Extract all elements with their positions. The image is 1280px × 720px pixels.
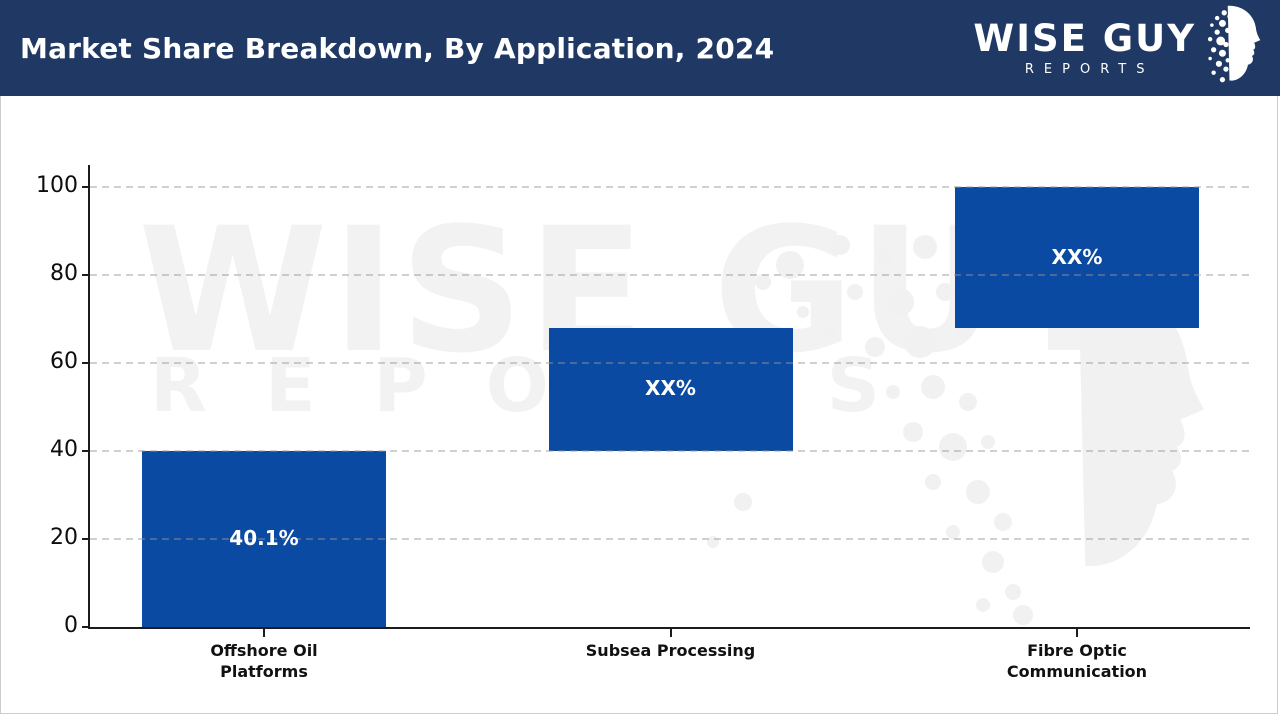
gridline xyxy=(90,450,1250,452)
x-category-label: Offshore Oil Platforms xyxy=(210,641,318,681)
bar-value-label: XX% xyxy=(645,376,696,401)
y-tick-label: 20 xyxy=(50,525,78,550)
y-tick-label: 60 xyxy=(50,349,78,374)
page-title: Market Share Breakdown, By Application, … xyxy=(20,31,775,65)
bar-segment xyxy=(548,328,793,451)
y-tick xyxy=(82,450,90,452)
x-category-label: Subsea Processing xyxy=(585,641,756,660)
y-tick-label: 0 xyxy=(64,613,78,638)
y-tick-label: 40 xyxy=(50,437,78,462)
x-category-label: Fibre Optic Communication xyxy=(1006,641,1148,681)
y-tick-label: 100 xyxy=(36,173,78,198)
y-tick xyxy=(82,362,90,364)
x-axis-line xyxy=(88,627,1250,629)
y-tick-label: 80 xyxy=(50,261,78,286)
bar-value-label: 40.1% xyxy=(229,525,299,550)
y-axis-line xyxy=(88,165,90,629)
logo-wordmark: WISE GUY xyxy=(973,17,1196,60)
y-tick xyxy=(82,626,90,628)
logo-text: WISE GUY REPORTS xyxy=(973,20,1196,76)
gridline xyxy=(90,274,1250,276)
gridline xyxy=(90,362,1250,364)
gridline xyxy=(90,538,1250,540)
x-tick xyxy=(263,629,265,637)
bar-value-label: XX% xyxy=(1051,244,1103,269)
wise-guy-logo: WISE GUY REPORTS xyxy=(973,4,1266,92)
logo-face-icon xyxy=(1207,5,1261,83)
x-tick xyxy=(669,629,672,637)
gridline xyxy=(90,186,1250,188)
bar-segment xyxy=(142,450,386,627)
logo-subtitle: REPORTS xyxy=(1024,62,1155,77)
y-tick xyxy=(82,186,90,188)
x-tick xyxy=(1076,629,1078,637)
header-bar: Market Share Breakdown, By Application, … xyxy=(0,0,1280,96)
y-tick xyxy=(82,538,90,540)
y-tick xyxy=(82,274,90,276)
